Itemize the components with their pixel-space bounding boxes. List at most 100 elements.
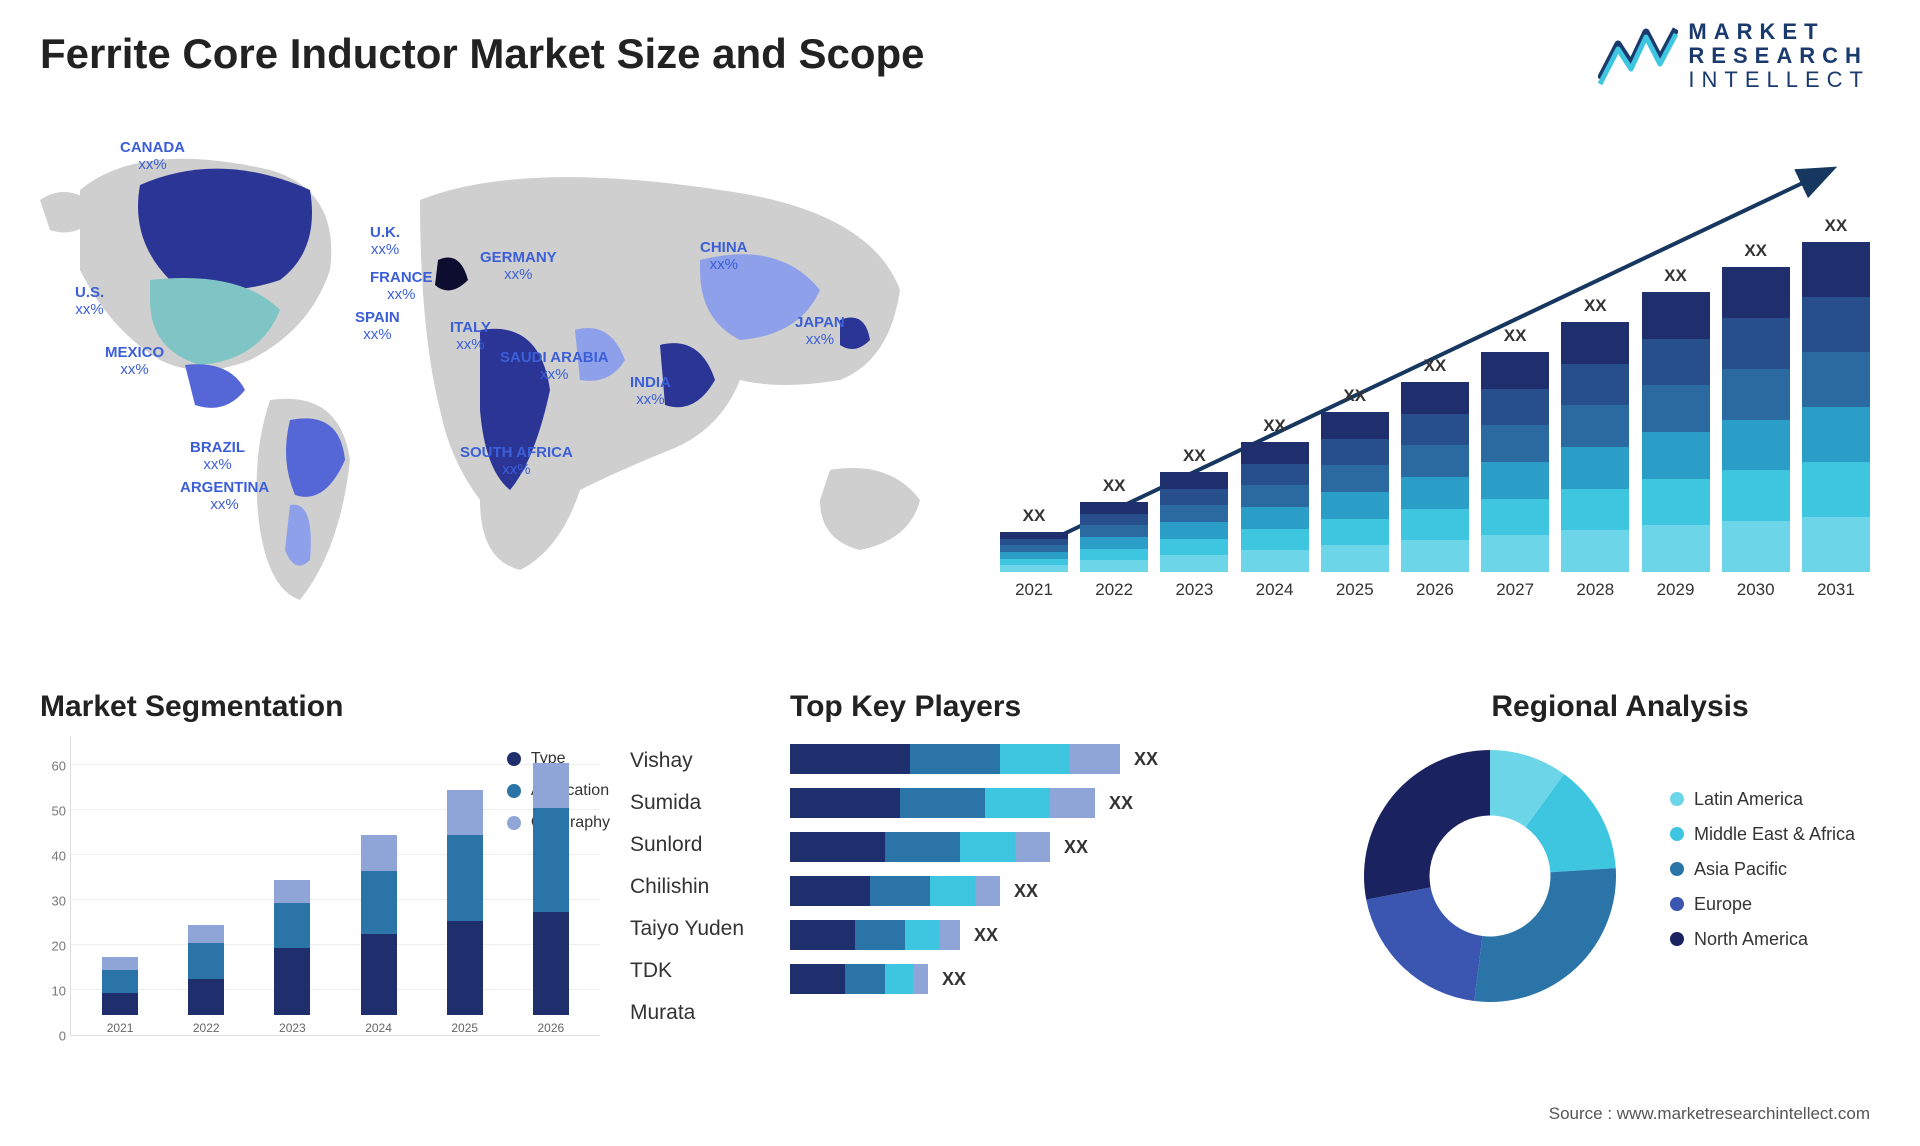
map-label-china: CHINAxx% bbox=[700, 240, 748, 273]
regional-legend: Latin America Middle East & Africa Asia Pa… bbox=[1670, 789, 1855, 964]
regional-panel: Regional Analysis Latin America Middle Ea… bbox=[1350, 690, 1890, 1016]
forecast-bar-2023: XX 2023 bbox=[1160, 446, 1228, 600]
player-bar-value: XX bbox=[942, 969, 966, 990]
player-name: Sunlord bbox=[630, 824, 744, 866]
region-legend-item: North America bbox=[1670, 929, 1855, 950]
map-label-u-k-: U.K.xx% bbox=[370, 225, 400, 258]
forecast-bar-label: XX bbox=[1343, 386, 1366, 406]
forecast-bar-label: XX bbox=[1664, 266, 1687, 286]
seg-bar-year: 2026 bbox=[538, 1021, 565, 1035]
forecast-bar-2031: XX 2031 bbox=[1802, 216, 1870, 600]
player-name: Chilishin bbox=[630, 866, 744, 908]
map-label-india: INDIAxx% bbox=[630, 375, 671, 408]
forecast-bar-2026: XX 2026 bbox=[1401, 356, 1469, 600]
forecast-bar-year: 2024 bbox=[1256, 580, 1294, 600]
map-label-germany: GERMANYxx% bbox=[480, 250, 557, 283]
map-label-saudi-arabia: SAUDI ARABIAxx% bbox=[500, 350, 609, 383]
forecast-bar-year: 2027 bbox=[1496, 580, 1534, 600]
forecast-bar-2025: XX 2025 bbox=[1321, 386, 1389, 600]
players-chart: XX XX XX XX XX XX bbox=[790, 744, 1310, 994]
player-bar-row: XX bbox=[790, 920, 1310, 950]
player-bar-value: XX bbox=[974, 925, 998, 946]
map-label-france: FRANCExx% bbox=[370, 270, 433, 303]
forecast-bar-year: 2029 bbox=[1657, 580, 1695, 600]
player-name: Sumida bbox=[630, 782, 744, 824]
page-title: Ferrite Core Inductor Market Size and Sc… bbox=[40, 30, 925, 78]
player-bar-row: XX bbox=[790, 744, 1310, 774]
logo-icon bbox=[1598, 24, 1678, 89]
forecast-bar-year: 2023 bbox=[1175, 580, 1213, 600]
forecast-bar-label: XX bbox=[1424, 356, 1447, 376]
players-title: Top Key Players bbox=[790, 690, 1310, 724]
map-label-italy: ITALYxx% bbox=[450, 320, 491, 353]
seg-bar-2025: 2025 bbox=[447, 790, 483, 1035]
player-bar-value: XX bbox=[1064, 837, 1088, 858]
player-name: Vishay bbox=[630, 740, 744, 782]
player-bar-row: XX bbox=[790, 832, 1310, 862]
forecast-bar-year: 2022 bbox=[1095, 580, 1133, 600]
source-text: Source : www.marketresearchintellect.com bbox=[1549, 1104, 1870, 1124]
map-label-south-africa: SOUTH AFRICAxx% bbox=[460, 445, 573, 478]
regional-title: Regional Analysis bbox=[1350, 690, 1890, 724]
forecast-bar-label: XX bbox=[1825, 216, 1848, 236]
player-bar-value: XX bbox=[1014, 881, 1038, 902]
map-label-japan: JAPANxx% bbox=[795, 315, 845, 348]
seg-bar-2023: 2023 bbox=[274, 880, 310, 1035]
forecast-bar-2024: XX 2024 bbox=[1241, 416, 1309, 600]
forecast-bar-year: 2028 bbox=[1576, 580, 1614, 600]
seg-bar-year: 2023 bbox=[279, 1021, 306, 1035]
forecast-bar-label: XX bbox=[1504, 326, 1527, 346]
players-panel: Top Key Players XX XX XX XX XX XX bbox=[790, 690, 1310, 1008]
seg-bar-year: 2025 bbox=[451, 1021, 478, 1035]
map-label-u-s-: U.S.xx% bbox=[75, 285, 104, 318]
donut-segment bbox=[1366, 887, 1482, 1001]
forecast-bar-year: 2025 bbox=[1336, 580, 1374, 600]
player-bar-row: XX bbox=[790, 876, 1310, 906]
forecast-bar-label: XX bbox=[1023, 506, 1046, 526]
forecast-bar-2022: XX 2022 bbox=[1080, 476, 1148, 600]
map-label-brazil: BRAZILxx% bbox=[190, 440, 245, 473]
map-label-canada: CANADAxx% bbox=[120, 140, 185, 173]
donut-segment bbox=[1364, 750, 1490, 900]
forecast-bar-label: XX bbox=[1584, 296, 1607, 316]
forecast-bar-label: XX bbox=[1263, 416, 1286, 436]
forecast-bar-label: XX bbox=[1103, 476, 1126, 496]
donut-segment bbox=[1474, 868, 1616, 1002]
player-name: Taiyo Yuden bbox=[630, 908, 744, 950]
logo-text: MARKET RESEARCH INTELLECT bbox=[1688, 20, 1870, 93]
region-legend-item: Middle East & Africa bbox=[1670, 824, 1855, 845]
logo: MARKET RESEARCH INTELLECT bbox=[1598, 20, 1870, 93]
seg-bar-2022: 2022 bbox=[188, 925, 224, 1035]
forecast-bar-year: 2026 bbox=[1416, 580, 1454, 600]
segmentation-title: Market Segmentation bbox=[40, 690, 600, 724]
player-bar-row: XX bbox=[790, 788, 1310, 818]
segmentation-panel: Market Segmentation 0102030405060 202120… bbox=[40, 690, 600, 1036]
players-name-list: VishaySumidaSunlordChilishinTaiyo YudenT… bbox=[630, 740, 744, 1034]
forecast-bar-label: XX bbox=[1183, 446, 1206, 466]
world-map: CANADAxx% U.S.xx%MEXICOxx% BRAZILxx% ARGENT… bbox=[20, 130, 970, 600]
region-legend-item: Asia Pacific bbox=[1670, 859, 1855, 880]
forecast-bar-2030: XX 2030 bbox=[1722, 241, 1790, 600]
seg-bar-year: 2022 bbox=[193, 1021, 220, 1035]
map-label-spain: SPAINxx% bbox=[355, 310, 400, 343]
region-legend-item: Latin America bbox=[1670, 789, 1855, 810]
player-bar-value: XX bbox=[1109, 793, 1133, 814]
forecast-chart: XX2021XX2022XX2023XX2024XX2025XX2026XX20… bbox=[1000, 150, 1870, 630]
player-bar-value: XX bbox=[1134, 749, 1158, 770]
forecast-bar-label: XX bbox=[1744, 241, 1767, 261]
seg-bar-2024: 2024 bbox=[361, 835, 397, 1035]
forecast-bar-year: 2030 bbox=[1737, 580, 1775, 600]
player-bar-row: XX bbox=[790, 964, 1310, 994]
map-label-argentina: ARGENTINAxx% bbox=[180, 480, 269, 513]
seg-bar-year: 2021 bbox=[107, 1021, 134, 1035]
player-name: Murata bbox=[630, 992, 744, 1034]
seg-bar-2021: 2021 bbox=[102, 957, 138, 1036]
forecast-bar-2027: XX 2027 bbox=[1481, 326, 1549, 600]
forecast-bar-2028: XX 2028 bbox=[1561, 296, 1629, 600]
forecast-bar-year: 2031 bbox=[1817, 580, 1855, 600]
seg-bar-year: 2024 bbox=[365, 1021, 392, 1035]
forecast-bar-2029: XX 2029 bbox=[1642, 266, 1710, 600]
seg-bar-2026: 2026 bbox=[533, 763, 569, 1035]
map-label-mexico: MEXICOxx% bbox=[105, 345, 164, 378]
region-legend-item: Europe bbox=[1670, 894, 1855, 915]
